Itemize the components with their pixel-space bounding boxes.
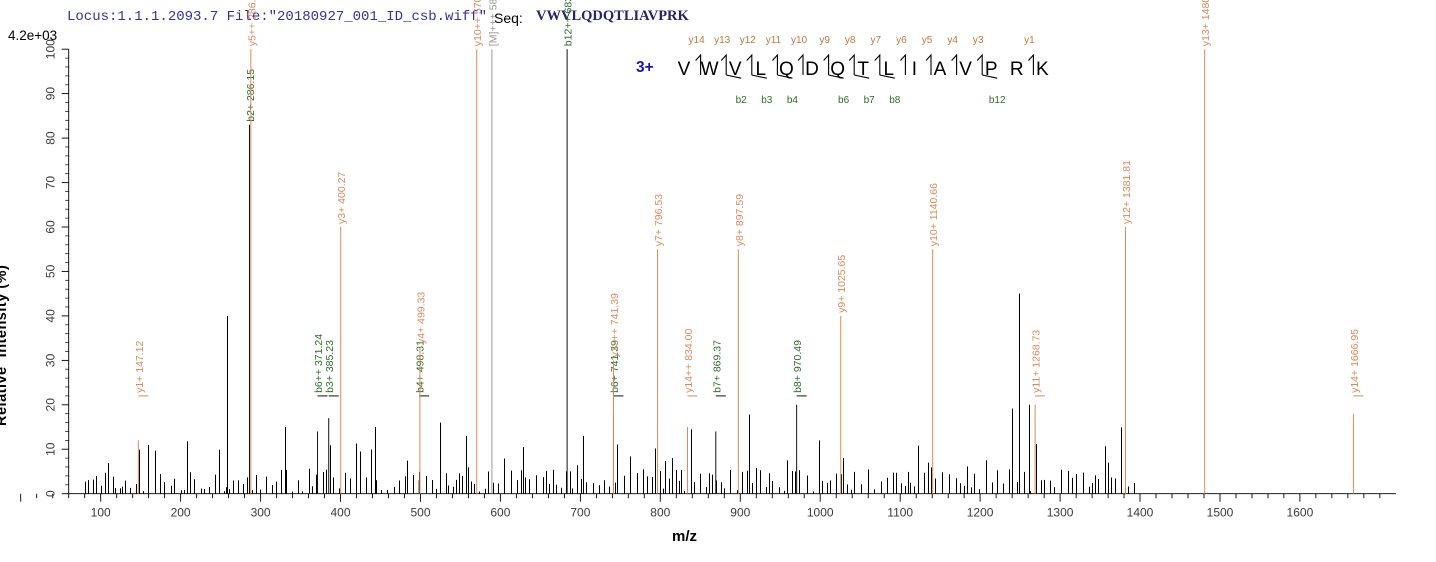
svg-text:b3: b3 [761,95,773,106]
svg-text:b3+ 385.23: b3+ 385.23 [324,340,336,393]
svg-text:y5: y5 [922,35,933,46]
svg-text:80: 80 [44,131,58,145]
svg-text:y11+ 1268.73: y11+ 1268.73 [1031,330,1043,393]
svg-text:y10+ 1140.66: y10+ 1140.66 [928,183,940,246]
svg-text:W: W [701,59,719,80]
svg-text:100: 100 [44,39,58,59]
svg-text:500: 500 [410,506,430,520]
svg-text:y12: y12 [740,35,757,46]
svg-text:y7+ 796.53: y7+ 796.53 [653,194,665,246]
svg-text:10: 10 [44,442,58,456]
svg-text:y14++ 834.00: y14++ 834.00 [683,329,695,393]
svg-text:y6: y6 [896,35,907,46]
svg-text:y14+ 1666.95: y14+ 1666.95 [1349,329,1361,393]
svg-text:b7+ 869.37: b7+ 869.37 [711,340,723,393]
svg-text:[M]+++ 589.35: [M]+++ 589.35 [487,0,499,46]
svg-text:b12: b12 [989,95,1006,106]
svg-text:1500: 1500 [1207,506,1234,520]
svg-text:R: R [1010,59,1024,80]
svg-text:0: 0 [44,490,58,497]
svg-text:V: V [959,59,972,80]
svg-text:y14: y14 [689,35,706,46]
svg-text:30: 30 [44,353,58,367]
svg-text:1200: 1200 [967,506,994,520]
svg-text:y10: y10 [791,35,808,46]
svg-text:y11: y11 [766,35,782,46]
svg-text:3+: 3+ [636,59,654,76]
svg-text:300: 300 [251,506,271,520]
svg-text:b4+ 498.31: b4+ 498.31 [415,340,427,393]
svg-text:1000: 1000 [807,506,834,520]
svg-text:y5++ 286.28: y5++ 286.28 [246,0,258,46]
svg-text:I: I [912,59,917,80]
svg-text:1100: 1100 [887,506,913,520]
svg-text:K: K [1036,59,1049,80]
svg-text:b4: b4 [787,95,799,106]
svg-text:1300: 1300 [1047,506,1074,520]
svg-text:400: 400 [330,506,350,520]
svg-text:900: 900 [730,506,750,520]
svg-text:y1+ 147.12: y1+ 147.12 [134,340,146,392]
svg-text:y1: y1 [1024,35,1035,46]
svg-text:b8: b8 [889,95,901,106]
svg-text:b2: b2 [736,95,748,106]
svg-text:y4+ 499.33: y4+ 499.33 [415,292,427,344]
svg-text:b6++ 371.24: b6++ 371.24 [313,334,325,393]
svg-text:100: 100 [91,506,111,520]
svg-text:y7: y7 [871,35,882,46]
svg-text:y13+ 1480.88: y13+ 1480.88 [1200,0,1212,46]
svg-text:y9+ 1025.65: y9+ 1025.65 [836,255,848,313]
svg-text:y10++ 570.37: y10++ 570.37 [472,0,484,46]
svg-text:D: D [805,59,819,80]
svg-text:y13++ 741.39: y13++ 741.39 [609,293,621,357]
svg-text:y8: y8 [845,35,856,46]
svg-text:y12+ 1381.81: y12+ 1381.81 [1121,160,1133,224]
svg-text:b12++ 683.4: b12++ 683.4 [563,0,575,46]
svg-text:600: 600 [490,506,510,520]
svg-text:V: V [678,59,691,80]
svg-text:90: 90 [44,87,58,101]
svg-text:70: 70 [44,176,58,190]
svg-text:y3+ 400.27: y3+ 400.27 [336,172,348,224]
svg-text:700: 700 [570,506,590,520]
svg-text:50: 50 [44,264,58,278]
svg-text:y9: y9 [819,35,830,46]
svg-text:200: 200 [171,506,191,520]
svg-text:40: 40 [44,309,58,323]
svg-text:b8+ 970.49: b8+ 970.49 [792,340,804,393]
svg-text:y13: y13 [714,35,731,46]
svg-text:60: 60 [44,220,58,234]
svg-text:y4: y4 [947,35,958,46]
svg-text:y3: y3 [973,35,984,46]
svg-text:800: 800 [650,506,670,520]
svg-text:1600: 1600 [1287,506,1314,520]
svg-text:y8+ 897.59: y8+ 897.59 [734,194,746,246]
svg-text:20: 20 [44,398,58,412]
svg-text:b6: b6 [838,95,850,106]
svg-text:A: A [934,59,947,80]
svg-text:1400: 1400 [1127,506,1154,520]
svg-text:b7: b7 [864,95,876,106]
